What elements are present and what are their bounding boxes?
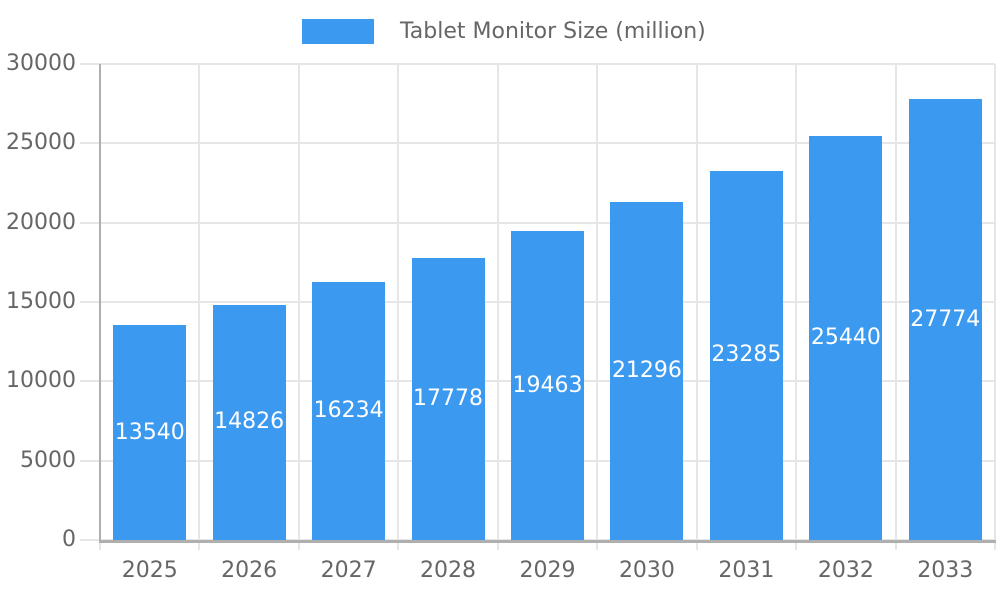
y-axis-tick-label: 10000 (6, 368, 76, 394)
x-axis-tick-label: 2028 (420, 558, 477, 583)
bar[interactable] (411, 257, 485, 540)
x-gridline (297, 64, 300, 550)
x-gridline (198, 64, 201, 550)
bar-value-label: 27774 (910, 306, 981, 332)
y-gridline (80, 221, 995, 224)
x-gridline (894, 64, 897, 550)
x-gridline (596, 64, 599, 550)
y-axis-tick-label: 30000 (6, 51, 76, 76)
x-axis-line (99, 540, 996, 543)
x-axis-tick-label: 2025 (121, 558, 178, 583)
bar[interactable] (809, 136, 883, 540)
x-axis-tick-label: 2030 (618, 558, 675, 583)
y-axis-tick-label: 0 (62, 527, 76, 552)
bar-value-label: 14826 (214, 409, 285, 435)
y-axis-tick-label: 20000 (6, 209, 76, 235)
bar[interactable] (709, 170, 783, 540)
bar[interactable] (908, 99, 982, 540)
y-axis-tick-label: 25000 (6, 130, 76, 156)
bar-value-label: 16234 (313, 398, 384, 424)
x-gridline (397, 64, 400, 550)
bar-value-label: 21296 (611, 358, 682, 384)
bar[interactable] (312, 282, 386, 540)
bar[interactable] (511, 231, 584, 540)
y-gridline (80, 142, 995, 145)
x-gridline (994, 64, 996, 550)
bar[interactable] (212, 304, 286, 540)
y-axis-tick-label: 15000 (6, 289, 76, 314)
bar[interactable] (610, 202, 684, 540)
legend-label: Tablet Monitor Size (million) (400, 19, 706, 44)
x-axis-tick-label: 2032 (817, 558, 874, 583)
bar-value-label: 19463 (512, 372, 583, 398)
bar-value-label: 13540 (114, 419, 185, 445)
y-axis-tick-label: 5000 (20, 447, 76, 473)
x-gridline (496, 64, 499, 550)
x-gridline (795, 64, 798, 550)
bar-value-label: 23285 (711, 342, 782, 368)
x-gridline (695, 64, 698, 550)
y-gridline (80, 63, 995, 65)
x-axis-tick-label: 2033 (917, 558, 974, 583)
bar-value-label: 17778 (413, 385, 484, 411)
legend-swatch (302, 19, 374, 44)
x-axis-tick-label: 2027 (320, 558, 377, 583)
y-axis-line (99, 64, 101, 543)
x-axis-tick-label: 2029 (519, 558, 576, 583)
legend[interactable]: Tablet Monitor Size (million) (302, 19, 706, 44)
x-axis-tick-label: 2031 (718, 558, 775, 583)
bar-value-label: 25440 (810, 325, 881, 351)
x-axis-tick-label: 2026 (221, 558, 278, 583)
bar[interactable] (113, 325, 187, 540)
